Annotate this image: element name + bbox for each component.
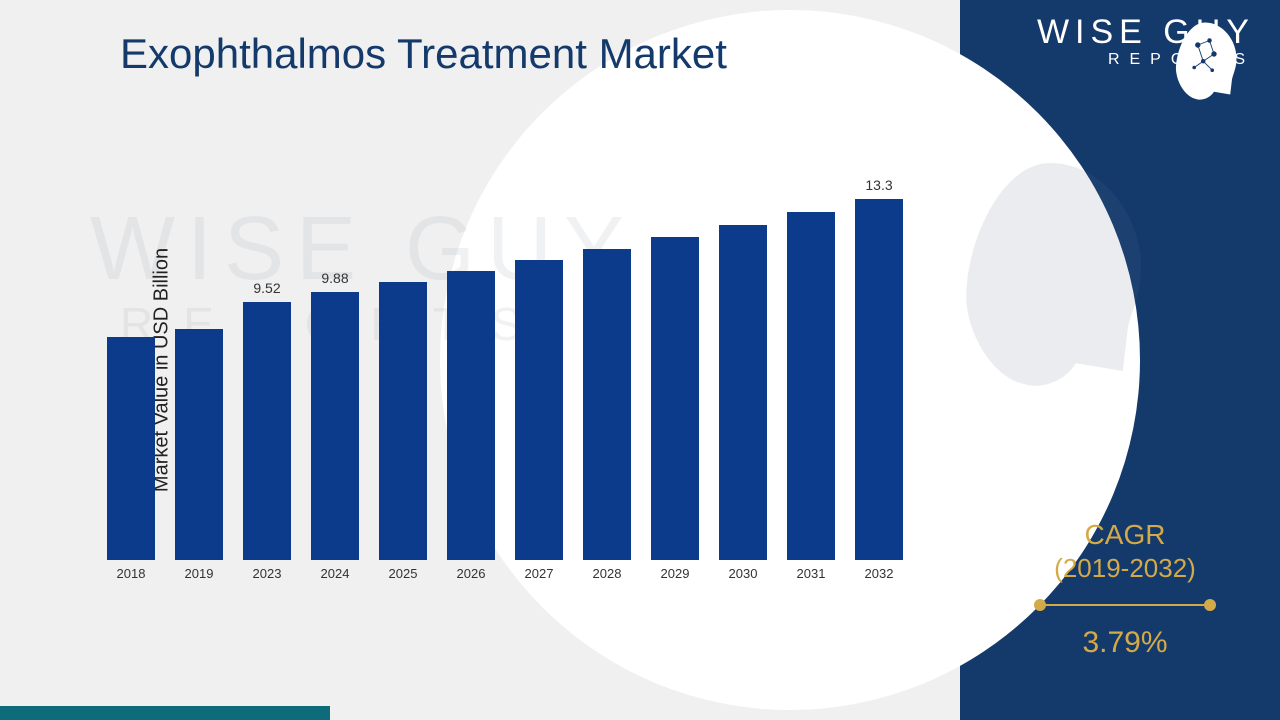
x-axis-label: 2029 [661, 566, 690, 581]
bar-group: 2030 [712, 203, 774, 560]
bottom-accent-bar [0, 706, 330, 720]
x-axis-label: 2023 [253, 566, 282, 581]
bar [651, 237, 699, 560]
bar-group: 2025 [372, 260, 434, 560]
cagr-box: CAGR (2019-2032) 3.79% [1015, 519, 1235, 660]
cagr-years: (2019-2032) [1015, 553, 1235, 584]
watermark-head-icon [920, 150, 1180, 410]
bar-value-label: 13.3 [865, 177, 892, 195]
bar [311, 292, 359, 560]
bar [855, 199, 903, 560]
bar-group: 9.882024 [304, 270, 366, 560]
bar [787, 212, 835, 560]
bar-group: 13.32032 [848, 177, 910, 560]
bar-group: 9.522023 [236, 280, 298, 560]
x-axis-label: 2025 [389, 566, 418, 581]
chart-container: WISE GUY REPORTS WISE GUYREPORTS Exophth… [0, 0, 1280, 720]
x-axis-label: 2027 [525, 566, 554, 581]
bar [107, 337, 155, 560]
bar-group: 2018 [100, 315, 162, 560]
bar [243, 302, 291, 560]
x-axis-label: 2018 [117, 566, 146, 581]
cagr-value: 3.79% [1015, 626, 1235, 660]
cagr-label: CAGR [1015, 519, 1235, 551]
logo-head-icon [1160, 18, 1250, 108]
bar-group: 2027 [508, 238, 570, 560]
bar-group: 2029 [644, 215, 706, 560]
bar [515, 260, 563, 560]
bar-value-label: 9.52 [253, 280, 280, 298]
bar-group: 2028 [576, 227, 638, 560]
x-axis-label: 2019 [185, 566, 214, 581]
x-axis-label: 2030 [729, 566, 758, 581]
x-axis-label: 2028 [593, 566, 622, 581]
bar [719, 225, 767, 560]
x-axis-label: 2031 [797, 566, 826, 581]
chart-area: Market Value in USD Billion 201820199.52… [80, 150, 910, 590]
bars-container: 201820199.5220239.8820242025202620272028… [100, 160, 910, 560]
bar-group: 2031 [780, 190, 842, 560]
x-axis-label: 2032 [865, 566, 894, 581]
bar [175, 329, 223, 560]
chart-title: Exophthalmos Treatment Market [120, 30, 727, 78]
bar [379, 282, 427, 560]
bar [583, 249, 631, 560]
bar [447, 271, 495, 560]
bar-group: 2026 [440, 249, 502, 560]
bar-value-label: 9.88 [321, 270, 348, 288]
x-axis-label: 2026 [457, 566, 486, 581]
bar-group: 2019 [168, 307, 230, 560]
cagr-divider [1040, 604, 1210, 606]
x-axis-label: 2024 [321, 566, 350, 581]
